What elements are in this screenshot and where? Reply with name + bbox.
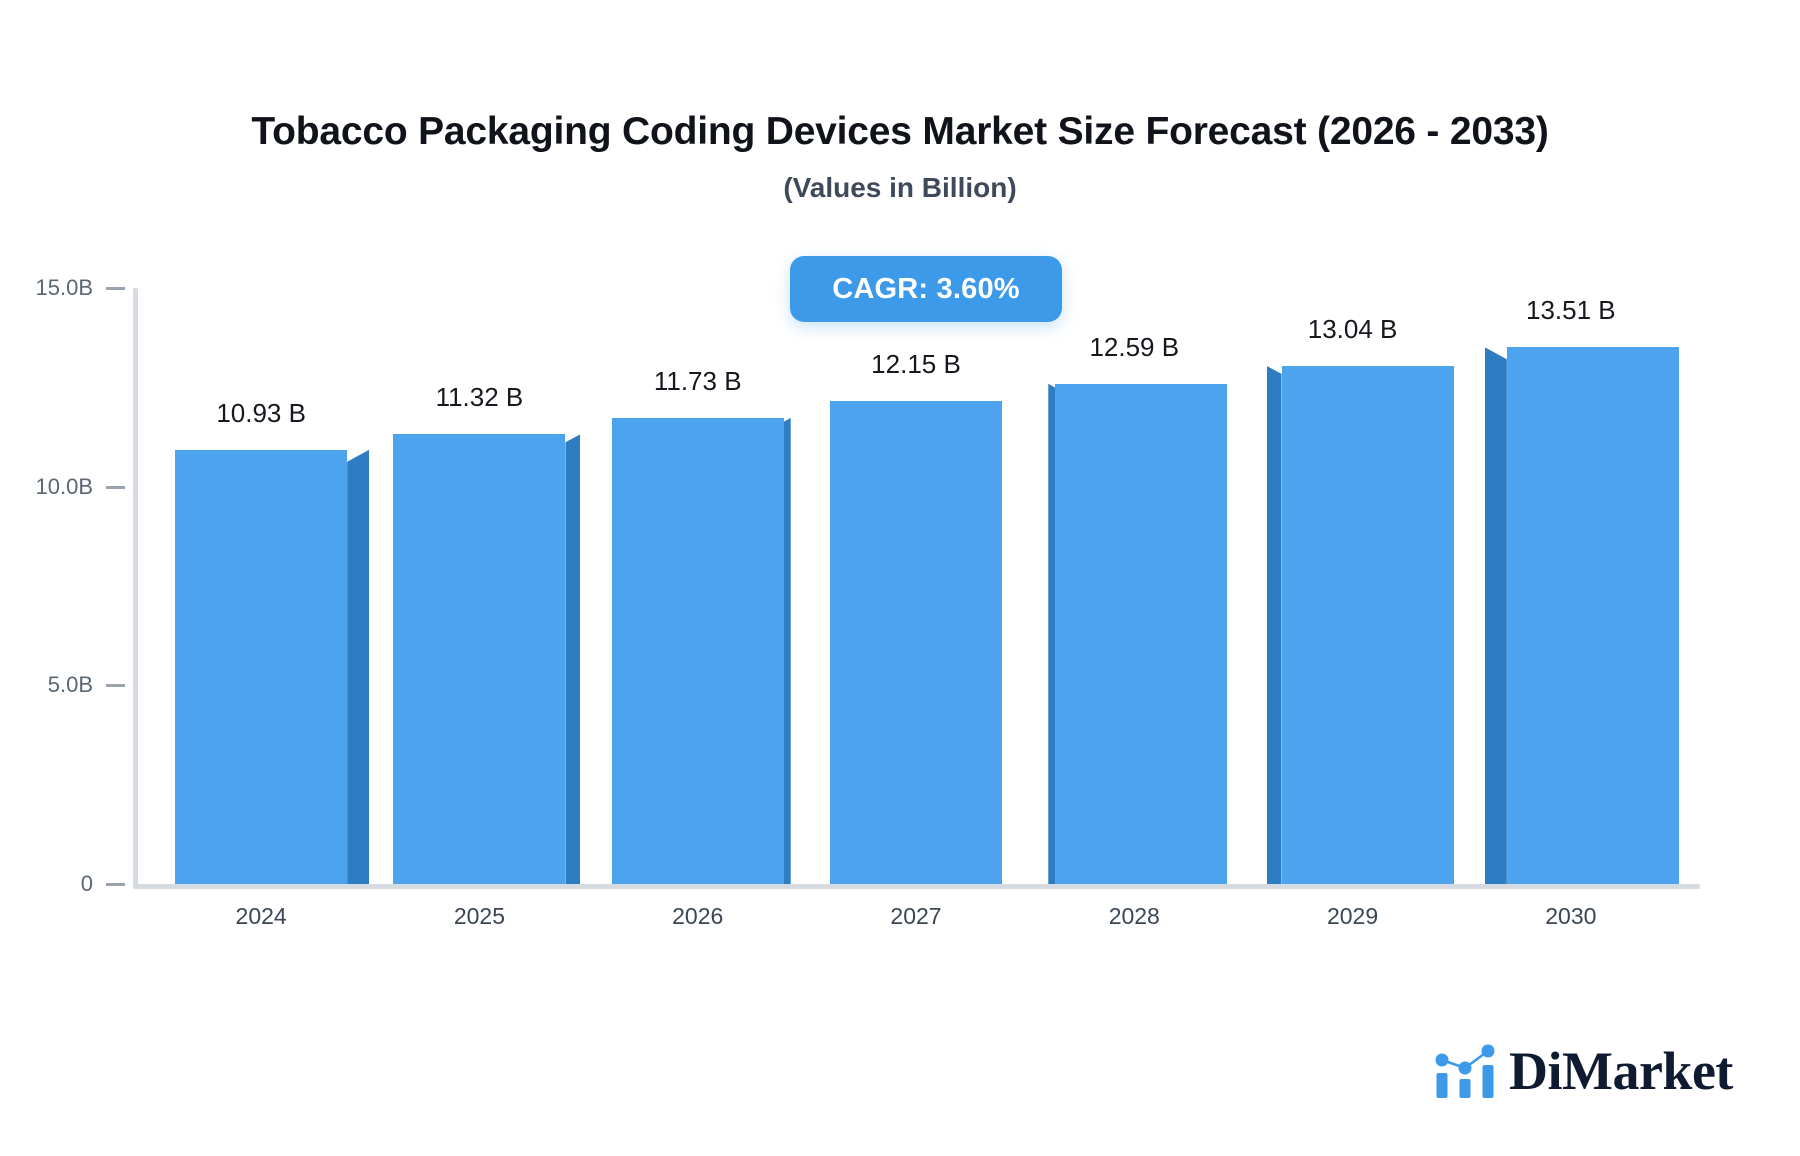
y-axis-tick: 0 (0, 869, 133, 899)
bar-2029 (1266, 365, 1454, 884)
y-axis-line (133, 288, 138, 889)
bar-front-face (611, 417, 784, 884)
bar-front-face (1055, 383, 1228, 884)
bar-value-label: 13.04 B (1307, 313, 1398, 344)
bar-value-label: 11.73 B (653, 365, 742, 396)
bar-2030 (1484, 347, 1679, 884)
x-axis-label-2025: 2025 (453, 903, 505, 929)
bar-front-face (175, 449, 348, 884)
y-axis-tick: 5.0B (0, 670, 133, 700)
x-axis-label-2027: 2027 (890, 903, 942, 929)
bar-2024 (175, 449, 370, 884)
bar-value-label: 11.32 B (435, 382, 524, 413)
y-axis-tick-mark (106, 684, 125, 688)
y-axis-tick-label: 15.0B (35, 275, 94, 300)
x-axis-label-2028: 2028 (1108, 903, 1160, 929)
cagr-badge: CAGR: 3.60% (790, 256, 1062, 322)
dimarket-logo: DiMarket (1434, 1043, 1733, 1099)
bar-2028 (1048, 383, 1228, 884)
bar-chart-icon (1435, 1044, 1495, 1098)
bar-front-face (1506, 347, 1679, 884)
x-axis-line (133, 884, 1700, 889)
bar-side-face (783, 417, 791, 884)
bar-side-face (347, 449, 370, 884)
bar-side-face (1266, 365, 1282, 884)
y-axis-tick-label: 10.0B (35, 473, 94, 499)
x-axis-label-2024: 2024 (235, 903, 287, 929)
page-title: Tobacco Packaging Coding Devices Market … (251, 110, 1549, 153)
page-subtitle: (Values in Billion) (783, 172, 1017, 203)
x-axis-label-2030: 2030 (1545, 903, 1597, 929)
y-axis-tick-mark (106, 485, 125, 489)
y-axis-tick-mark (106, 883, 125, 886)
y-axis-tick-label: 5.0B (47, 672, 93, 698)
bar-value-label: 12.15 B (871, 349, 961, 380)
bar-front-face (393, 434, 566, 884)
logo-text: DiMarket (1509, 1041, 1733, 1101)
bar-front-face (1281, 365, 1454, 884)
bar-2027 (830, 401, 1002, 884)
bar-front-face (830, 401, 1002, 884)
y-axis-tick: 10.0B (0, 472, 133, 502)
bar-value-label: 10.93 B (216, 397, 306, 428)
y-axis-tick: 15.0B (0, 273, 133, 303)
bar-2026 (611, 417, 791, 884)
x-axis-label-2029: 2029 (1326, 903, 1379, 929)
bar-side-face (1048, 383, 1056, 884)
bar-side-face (1484, 347, 1507, 884)
bar-2025 (393, 434, 581, 884)
bar-value-label: 13.51 B (1526, 295, 1616, 326)
bar-value-label: 12.59 B (1089, 331, 1180, 362)
x-axis-label-2026: 2026 (672, 903, 724, 929)
bar-side-face (565, 434, 581, 884)
y-axis-tick-mark (106, 287, 125, 290)
y-axis-tick-label: 0 (80, 871, 93, 896)
cagr-badge-label: CAGR: 3.60% (832, 272, 1020, 305)
